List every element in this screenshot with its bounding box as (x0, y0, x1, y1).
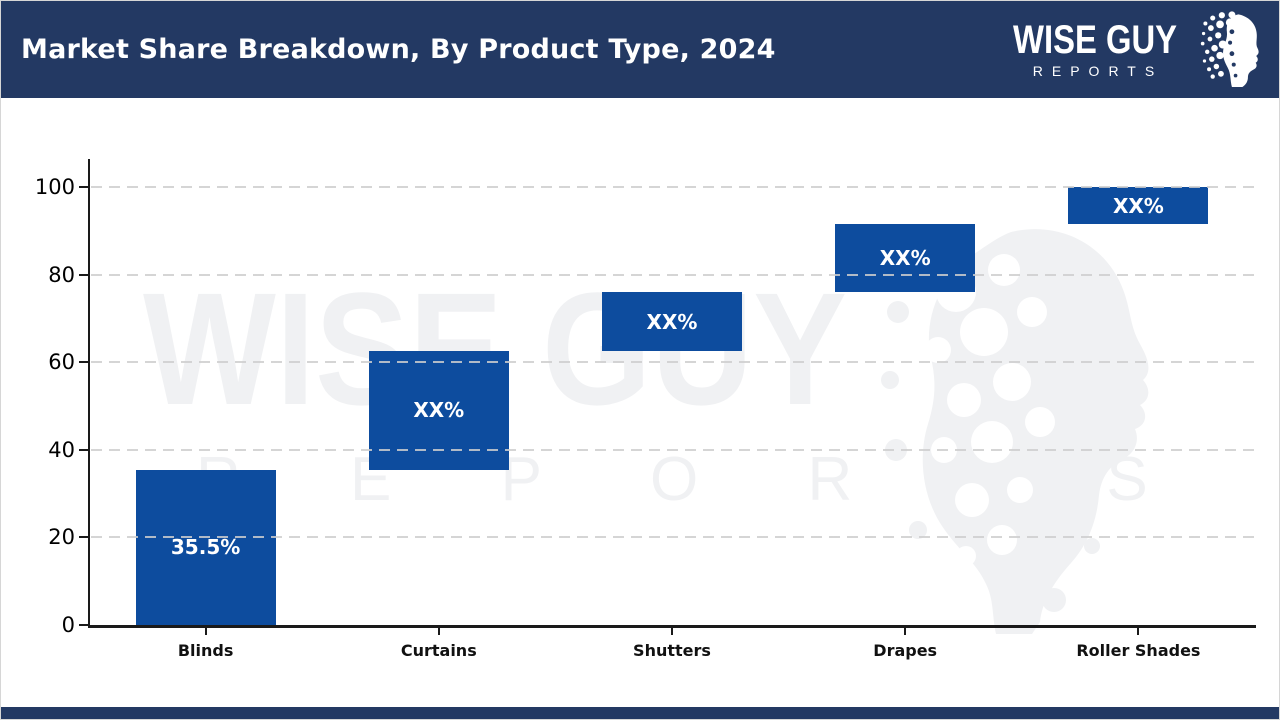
header-bar: Market Share Breakdown, By Product Type,… (1, 1, 1279, 98)
x-tick-label: Curtains (400, 641, 477, 660)
x-axis-line (88, 625, 1256, 628)
y-axis-line (88, 159, 90, 628)
bar-drapes: XX% (835, 224, 976, 293)
y-tick-label: 40 (48, 437, 75, 462)
footer-bar (1, 707, 1279, 719)
bar-value-label: XX% (413, 398, 465, 423)
y-tick-label: 80 (48, 262, 75, 287)
x-tick-label: Roller Shades (1076, 641, 1201, 660)
y-tick-60 (79, 361, 88, 364)
gridline-80 (91, 273, 1255, 276)
x-tick-label: Shutters (633, 641, 711, 660)
bar-value-label: XX% (879, 246, 931, 271)
logo-wordmark: WISE GUY REPORTS (995, 20, 1195, 79)
logo-title-text: WISE GUY (1012, 18, 1177, 62)
bar-curtains: XX% (368, 351, 509, 470)
bar-value-label: XX% (1112, 193, 1164, 218)
gridline-40 (91, 448, 1255, 451)
x-tick-2 (671, 628, 673, 635)
bar-shutters: XX% (602, 292, 742, 352)
gridline-60 (91, 361, 1255, 364)
x-tick-3 (904, 628, 907, 635)
y-tick-label: 0 (61, 613, 75, 637)
bar-blinds: 35.5% (135, 469, 276, 625)
y-tick-0 (79, 624, 88, 626)
wise-guy-logo: WISE GUY REPORTS (995, 10, 1263, 90)
x-tick-label: Blinds (177, 641, 234, 660)
page-title: Market Share Breakdown, By Product Type,… (21, 34, 776, 65)
logo-face-icon (1200, 10, 1259, 87)
y-tick-80 (79, 273, 88, 276)
x-tick-1 (437, 628, 440, 635)
bar-value-label: 35.5% (170, 535, 241, 560)
y-tick-40 (79, 448, 88, 451)
gridline-100 (91, 186, 1255, 188)
x-tick-4 (1137, 628, 1140, 635)
gridline-20 (91, 536, 1255, 539)
y-tick-20 (79, 536, 88, 539)
y-tick-label: 60 (48, 350, 75, 375)
y-tick-label: 100 (34, 175, 75, 199)
y-tick-100 (79, 186, 88, 188)
logo-subtitle-text: REPORTS (1032, 63, 1164, 79)
y-tick-label: 20 (48, 525, 75, 550)
bar-value-label: XX% (646, 309, 698, 334)
x-tick-0 (204, 628, 207, 635)
bar-roller-shades: XX% (1068, 187, 1209, 225)
x-tick-label: Drapes (873, 641, 938, 660)
